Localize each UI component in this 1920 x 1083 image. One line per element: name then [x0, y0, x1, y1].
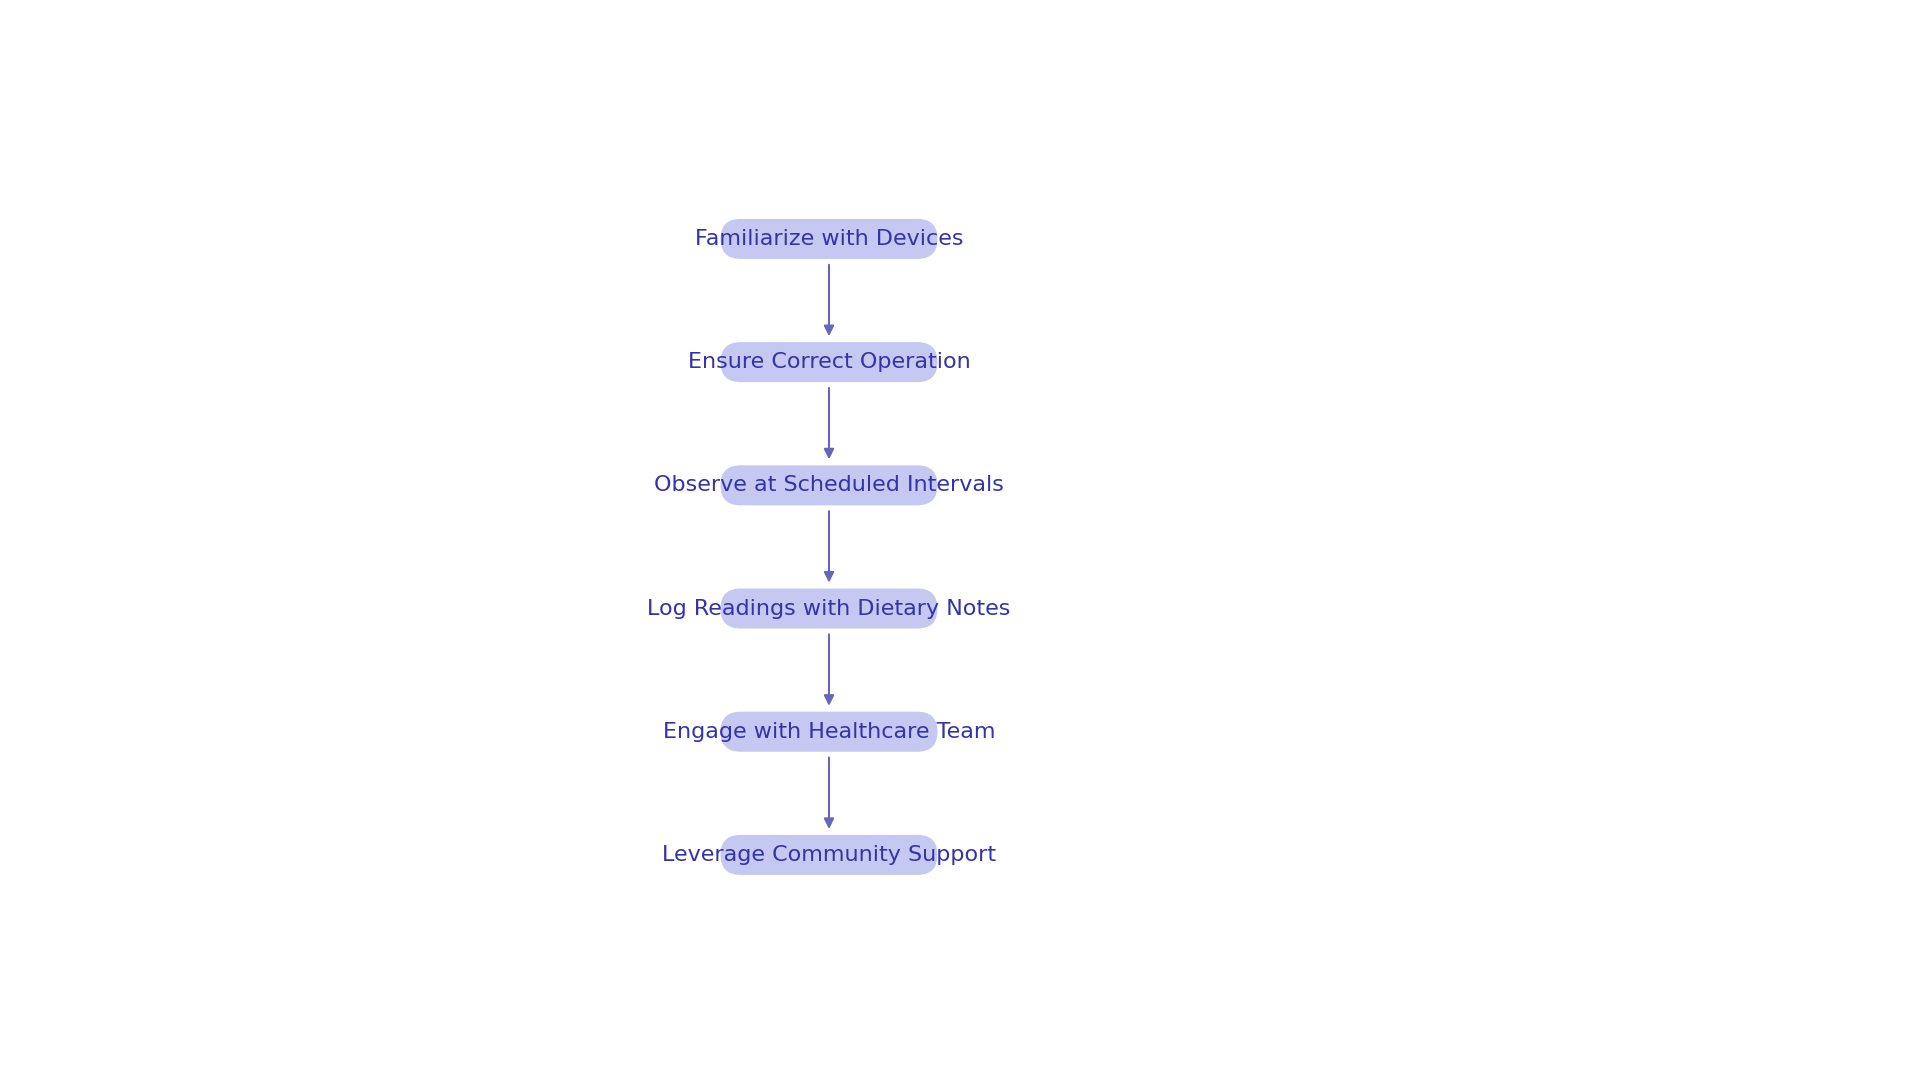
Text: Observe at Scheduled Intervals: Observe at Scheduled Intervals	[655, 475, 1004, 495]
FancyBboxPatch shape	[720, 219, 937, 259]
FancyBboxPatch shape	[720, 835, 937, 875]
Text: Leverage Community Support: Leverage Community Support	[662, 845, 996, 865]
FancyBboxPatch shape	[720, 342, 937, 382]
FancyBboxPatch shape	[720, 588, 937, 628]
Text: Ensure Correct Operation: Ensure Correct Operation	[687, 352, 970, 373]
Text: Engage with Healthcare Team: Engage with Healthcare Team	[662, 721, 995, 742]
FancyBboxPatch shape	[720, 712, 937, 752]
FancyBboxPatch shape	[720, 466, 937, 506]
Text: Familiarize with Devices: Familiarize with Devices	[695, 229, 964, 249]
Text: Log Readings with Dietary Notes: Log Readings with Dietary Notes	[647, 599, 1010, 618]
